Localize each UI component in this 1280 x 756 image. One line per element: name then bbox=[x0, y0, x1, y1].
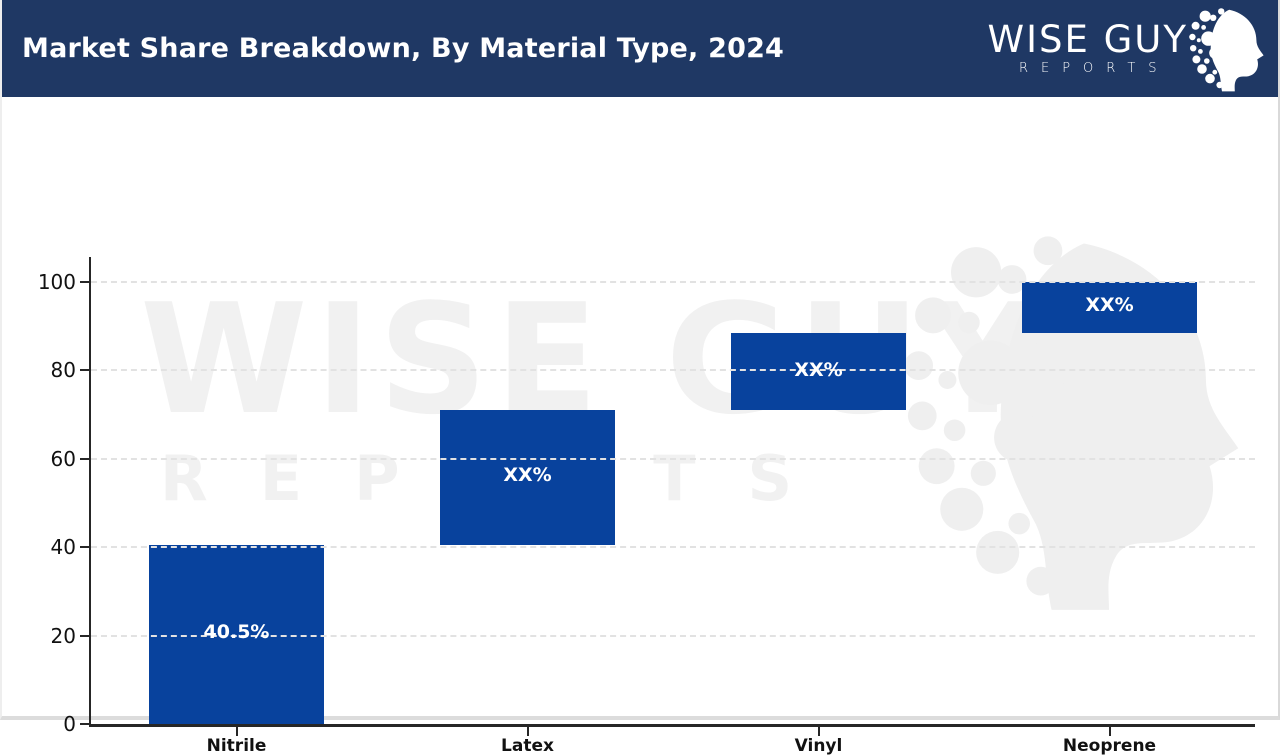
bar-vinyl bbox=[731, 333, 906, 410]
y-tick-label: 40 bbox=[50, 535, 76, 559]
x-tick-label: Latex bbox=[501, 736, 554, 756]
brand-head-icon bbox=[1184, 5, 1268, 93]
y-tick-mark bbox=[80, 546, 89, 548]
y-tick-label: 60 bbox=[50, 446, 76, 471]
y-tick-label: 0 bbox=[63, 712, 76, 736]
brand-logo-text: WISE GUY REPORTS bbox=[988, 21, 1188, 76]
x-tick-mark bbox=[526, 727, 529, 736]
bar-value-label: 40.5% bbox=[203, 621, 270, 644]
bar-value-label: XX% bbox=[794, 358, 843, 381]
page-title: Market Share Breakdown, By Material Type… bbox=[22, 33, 785, 64]
bar-nitrile bbox=[149, 544, 324, 724]
y-tick-mark bbox=[80, 280, 89, 283]
waterfall-chart: 0 20 40 60 80 100 40.5% Nitrile XX% Latex XX% Vinyl… bbox=[2, 97, 1280, 756]
y-tick-mark bbox=[80, 369, 89, 371]
y-axis-line bbox=[89, 257, 91, 727]
gridline-20 bbox=[91, 634, 1255, 637]
bar-value-label: XX% bbox=[503, 464, 552, 487]
y-tick-label: 80 bbox=[50, 358, 76, 382]
gridline-60 bbox=[91, 457, 1255, 460]
bar-neoprene bbox=[1022, 281, 1197, 334]
gridline-100 bbox=[91, 280, 1255, 283]
x-tick-mark bbox=[235, 727, 238, 736]
x-tick-mark bbox=[817, 727, 820, 736]
gridline-80 bbox=[91, 369, 1255, 371]
x-tick-mark bbox=[1108, 727, 1111, 736]
y-tick-label: 100 bbox=[37, 269, 76, 294]
brand-name: WISE GUY bbox=[987, 18, 1188, 61]
y-tick-mark bbox=[80, 723, 89, 725]
brand-subtitle: REPORTS bbox=[1018, 61, 1170, 76]
x-tick-label: Nitrile bbox=[206, 736, 267, 756]
y-tick-mark bbox=[80, 634, 89, 637]
gridline-40 bbox=[91, 546, 1255, 548]
x-axis-line bbox=[89, 724, 1255, 727]
brand-logo: WISE GUY REPORTS bbox=[988, 5, 1278, 93]
y-tick-label: 20 bbox=[50, 623, 76, 648]
header-bar: Market Share Breakdown, By Material Type… bbox=[2, 0, 1278, 97]
y-tick-mark bbox=[80, 457, 89, 460]
bar-latex bbox=[440, 409, 615, 545]
bar-value-label: XX% bbox=[1085, 294, 1134, 317]
x-tick-label: Neoprene bbox=[1062, 736, 1157, 756]
x-tick-label: Vinyl bbox=[794, 736, 843, 756]
